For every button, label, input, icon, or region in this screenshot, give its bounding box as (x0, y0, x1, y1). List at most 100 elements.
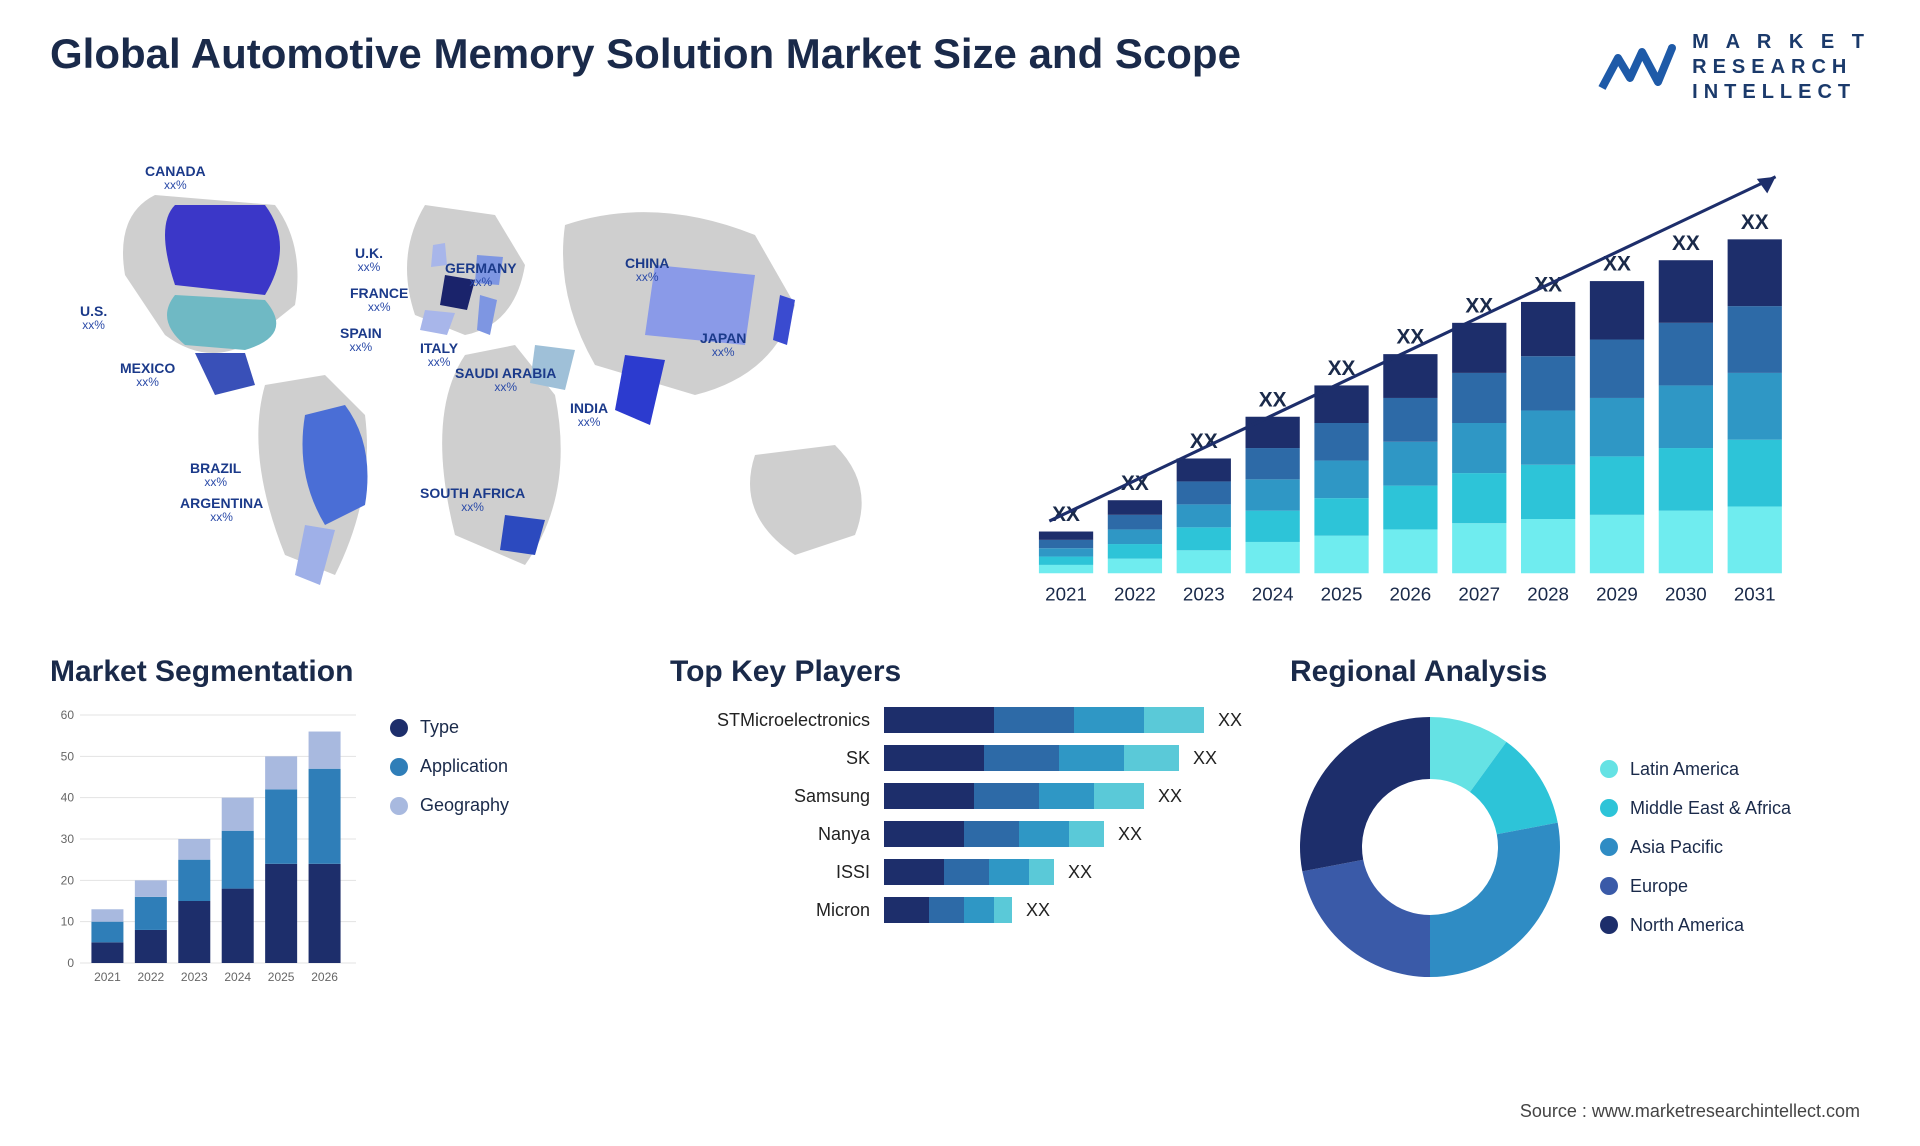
growth-bar-value: XX (1741, 211, 1769, 234)
player-row: STMicroelectronics XX (670, 707, 1250, 733)
map-label: INDIAxx% (570, 400, 608, 430)
growth-bar-value: XX (1259, 388, 1287, 411)
svg-text:10: 10 (61, 915, 75, 929)
growth-bar-seg (1314, 536, 1368, 574)
players-title: Top Key Players (670, 655, 1250, 689)
seg-bar (222, 831, 254, 889)
player-name: Nanya (670, 824, 870, 845)
growth-bar-seg (1108, 544, 1162, 559)
player-name: ISSI (670, 862, 870, 883)
svg-text:2025: 2025 (268, 970, 295, 984)
regional-legend: Latin AmericaMiddle East & AfricaAsia Pa… (1600, 759, 1791, 936)
growth-bar-seg (1314, 423, 1368, 461)
seg-bar (178, 901, 210, 963)
growth-bar-seg (1452, 323, 1506, 373)
map-label: CANADAxx% (145, 163, 206, 193)
logo: M A R K E T RESEARCH INTELLECT (1598, 30, 1870, 105)
player-value: XX (1068, 862, 1092, 883)
map-label: SAUDI ARABIAxx% (455, 365, 556, 395)
growth-bar-seg (1659, 511, 1713, 574)
growth-bar-seg (1039, 548, 1093, 556)
svg-text:2021: 2021 (94, 970, 121, 984)
growth-bar-seg (1521, 465, 1575, 519)
logo-text: M A R K E T RESEARCH INTELLECT (1692, 30, 1870, 105)
regional-title: Regional Analysis (1290, 655, 1870, 689)
map-label: ITALYxx% (420, 340, 458, 370)
logo-line2: RESEARCH (1692, 55, 1870, 80)
growth-year-label: 2028 (1527, 583, 1569, 604)
svg-text:60: 60 (61, 708, 75, 722)
growth-bar-seg (1383, 486, 1437, 530)
growth-bar-seg (1590, 340, 1644, 398)
player-name: STMicroelectronics (670, 710, 870, 731)
growth-bar-seg (1452, 423, 1506, 473)
growth-bar-seg (1108, 500, 1162, 515)
seg-bar (91, 922, 123, 943)
growth-bar-seg (1246, 479, 1300, 510)
growth-bar-seg (1246, 448, 1300, 479)
regional-donut (1290, 707, 1570, 987)
player-bar (884, 707, 1204, 733)
growth-bar-seg (1728, 239, 1782, 306)
seg-legend-item: Application (390, 756, 509, 777)
player-value: XX (1218, 710, 1242, 731)
map-label: CHINAxx% (625, 255, 669, 285)
growth-bar-seg (1177, 527, 1231, 550)
region-legend-item: Middle East & Africa (1600, 798, 1791, 819)
regional-panel: Regional Analysis Latin America Middle Ea… (1290, 655, 1870, 1015)
growth-bar-seg (1314, 498, 1368, 536)
map-label: JAPANxx% (700, 330, 746, 360)
growth-bar-seg (1452, 473, 1506, 523)
svg-text:0: 0 (67, 956, 74, 970)
growth-bar-seg (1246, 417, 1300, 448)
segmentation-chart: 0102030405060202120222023202420252026 (50, 707, 360, 987)
growth-bar-seg (1039, 540, 1093, 548)
bottom-row: Market Segmentation 01020304050602021202… (50, 655, 1870, 1015)
growth-bar-seg (1108, 515, 1162, 530)
growth-bar-seg (1659, 260, 1713, 323)
player-row: Samsung XX (670, 783, 1250, 809)
map-label: BRAZILxx% (190, 460, 241, 490)
svg-text:40: 40 (61, 791, 75, 805)
player-name: Micron (670, 900, 870, 921)
player-row: Micron XX (670, 897, 1250, 923)
players-list: STMicroelectronicsXXSKXXSamsungXXNanyaXX… (670, 707, 1250, 923)
growth-bar-seg (1314, 461, 1368, 499)
growth-bar-seg (1383, 529, 1437, 573)
seg-bar (265, 789, 297, 863)
seg-bar (309, 864, 341, 963)
growth-year-label: 2024 (1252, 583, 1294, 604)
player-value: XX (1158, 786, 1182, 807)
growth-bar-seg (1659, 385, 1713, 448)
seg-bar (135, 880, 167, 897)
growth-bar-seg (1728, 440, 1782, 507)
player-value: XX (1026, 900, 1050, 921)
seg-bar (222, 889, 254, 963)
svg-text:30: 30 (61, 832, 75, 846)
growth-bar-seg (1039, 565, 1093, 573)
player-value: XX (1193, 748, 1217, 769)
growth-bar-seg (1177, 481, 1231, 504)
map-label: SPAINxx% (340, 325, 382, 355)
player-name: Samsung (670, 786, 870, 807)
player-row: SKXX (670, 745, 1250, 771)
seg-bar (222, 798, 254, 831)
growth-bar-seg (1452, 373, 1506, 423)
player-value: XX (1118, 824, 1142, 845)
growth-bar-seg (1383, 354, 1437, 398)
growth-bar-seg (1659, 448, 1713, 511)
player-bar (884, 859, 1054, 885)
svg-text:50: 50 (61, 749, 75, 763)
logo-icon (1598, 38, 1678, 98)
growth-bar-seg (1728, 306, 1782, 373)
growth-svg: XX2021XX2022XX2023XX2024XX2025XX2026XX20… (980, 135, 1870, 615)
region-legend-item: Latin America (1600, 759, 1791, 780)
world-map: CANADAxx%U.S.xx%MEXICOxx%BRAZILxx%ARGENT… (50, 135, 940, 615)
growth-bar-seg (1039, 557, 1093, 565)
header: Global Automotive Memory Solution Market… (50, 30, 1870, 105)
growth-bar-seg (1039, 532, 1093, 540)
growth-bar-seg (1521, 356, 1575, 410)
source-text: Source : www.marketresearchintellect.com (1520, 1101, 1860, 1122)
svg-text:20: 20 (61, 873, 75, 887)
donut-slice (1300, 717, 1430, 871)
